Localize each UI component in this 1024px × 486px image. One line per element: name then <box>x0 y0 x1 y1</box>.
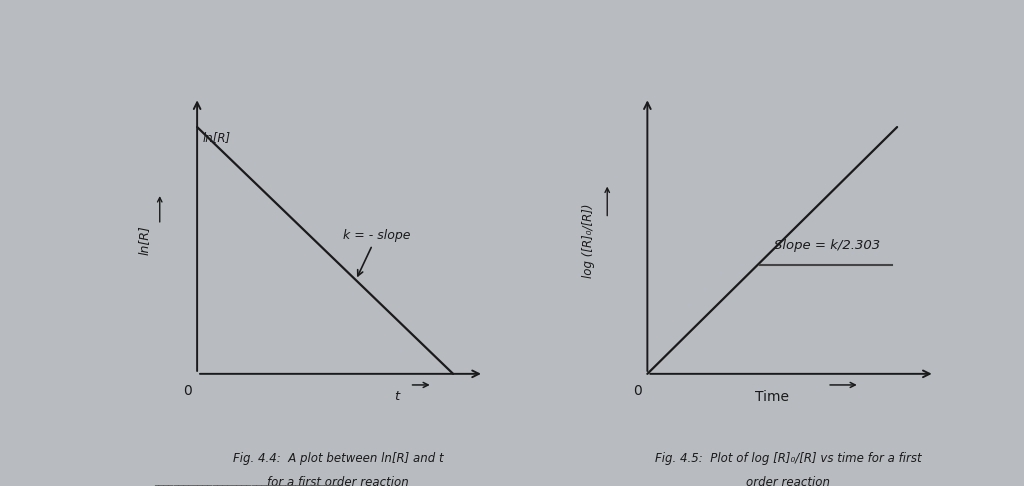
Text: k = - slope: k = - slope <box>343 229 411 276</box>
Text: Fig. 4.4:  A plot between ln[R] and t: Fig. 4.4: A plot between ln[R] and t <box>232 452 443 465</box>
Text: ln[R]: ln[R] <box>203 131 230 144</box>
Text: Fig. 4.5:  Plot of log [R]₀/[R] vs time for a first: Fig. 4.5: Plot of log [R]₀/[R] vs time f… <box>655 452 922 465</box>
Text: ______________________________________: ______________________________________ <box>154 476 339 486</box>
Text: order reaction: order reaction <box>746 476 830 486</box>
Text: 0: 0 <box>634 384 642 398</box>
Text: for a first order reaction: for a first order reaction <box>267 476 409 486</box>
Text: t: t <box>394 390 399 403</box>
Text: 0: 0 <box>183 384 193 398</box>
Text: Slope = k/2.303: Slope = k/2.303 <box>774 239 881 252</box>
Text: ln[R]: ln[R] <box>138 226 151 256</box>
Text: log ([R]₀/[R]): log ([R]₀/[R]) <box>583 203 595 278</box>
Text: Time: Time <box>756 390 790 404</box>
